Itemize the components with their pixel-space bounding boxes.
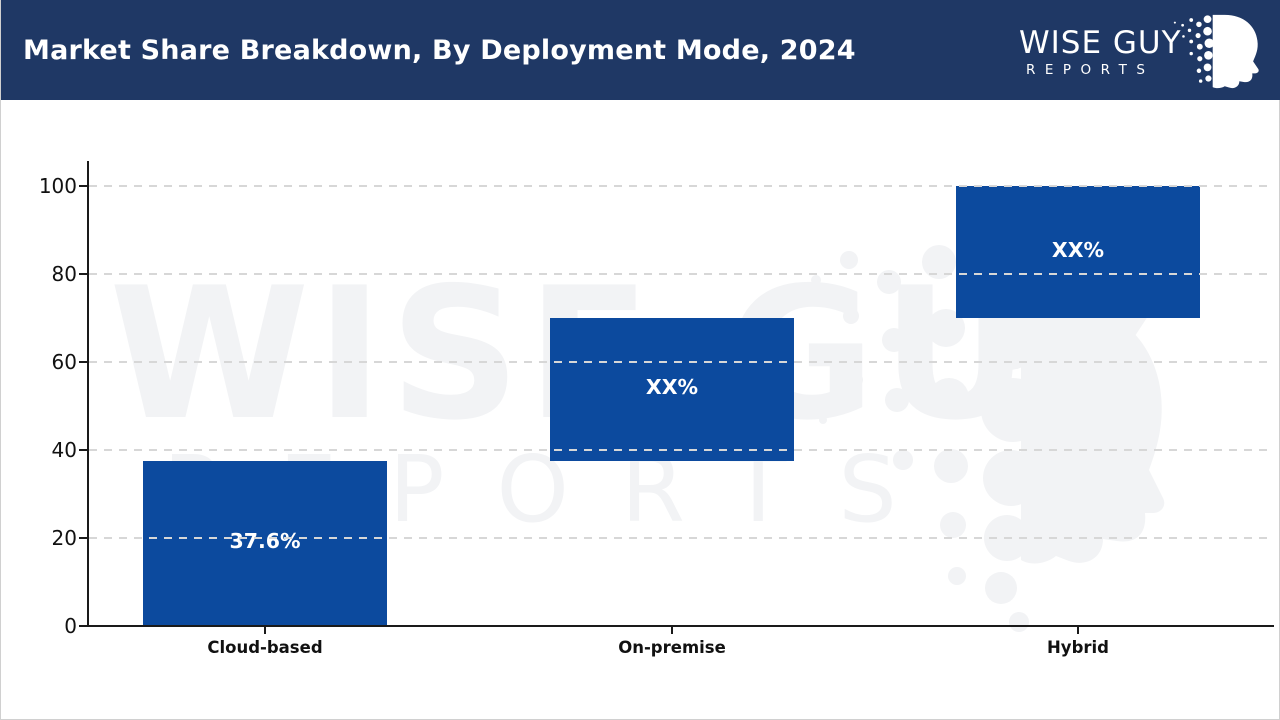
chart-area: WISE GUY REPORTS 37.6% XX% XX% C — [1, 100, 1280, 720]
logo-wordmark: WISE GUY REPORTS — [1019, 25, 1182, 78]
x-tick-mark — [264, 627, 266, 634]
x-category-label: Hybrid — [1047, 638, 1109, 657]
x-category-label: Cloud-based — [207, 638, 323, 657]
y-tick-label: 20 — [51, 526, 77, 550]
logo-line2: REPORTS — [1026, 61, 1155, 78]
y-tick-label: 40 — [51, 438, 77, 462]
x-category-label: On-premise — [618, 638, 726, 657]
header-bar: Market Share Breakdown, By Deployment Mo… — [1, 0, 1280, 100]
y-axis-line — [87, 161, 89, 627]
bar-value-label: XX% — [1051, 238, 1105, 262]
x-axis-line — [87, 625, 1274, 627]
y-tick-mark — [79, 537, 88, 539]
x-tick-mark — [1077, 627, 1079, 634]
plot-area: 37.6% XX% XX% — [89, 185, 1273, 626]
y-tick-label: 0 — [64, 614, 77, 638]
bar-value-label: XX% — [645, 375, 699, 400]
gridline-100 — [89, 185, 1273, 187]
y-tick-mark — [79, 361, 88, 363]
y-tick-mark — [79, 185, 88, 187]
bar-hybrid: XX% — [956, 186, 1200, 318]
gridline-20 — [89, 537, 1273, 539]
wise-guy-logo: WISE GUY REPORTS — [1019, 6, 1269, 96]
x-tick-mark — [671, 627, 673, 634]
y-tick-mark — [79, 449, 88, 451]
y-tick-label: 60 — [51, 350, 77, 374]
y-tick-label: 80 — [51, 262, 77, 286]
bar-on-premise: XX% — [550, 318, 794, 461]
bar-value-label: 37.6% — [229, 529, 301, 554]
gridline-40 — [89, 449, 1273, 451]
gridline-80 — [89, 273, 1273, 275]
chart-title: Market Share Breakdown, By Deployment Mo… — [23, 34, 856, 66]
y-tick-mark — [79, 273, 88, 275]
y-tick-mark — [79, 625, 88, 627]
gridline-60 — [89, 361, 1273, 363]
y-tick-label: 100 — [38, 174, 77, 198]
logo-line1: WISE GUY — [1019, 24, 1182, 61]
logo-face-icon — [1173, 14, 1259, 89]
bar-cloud-based: 37.6% — [143, 460, 387, 626]
